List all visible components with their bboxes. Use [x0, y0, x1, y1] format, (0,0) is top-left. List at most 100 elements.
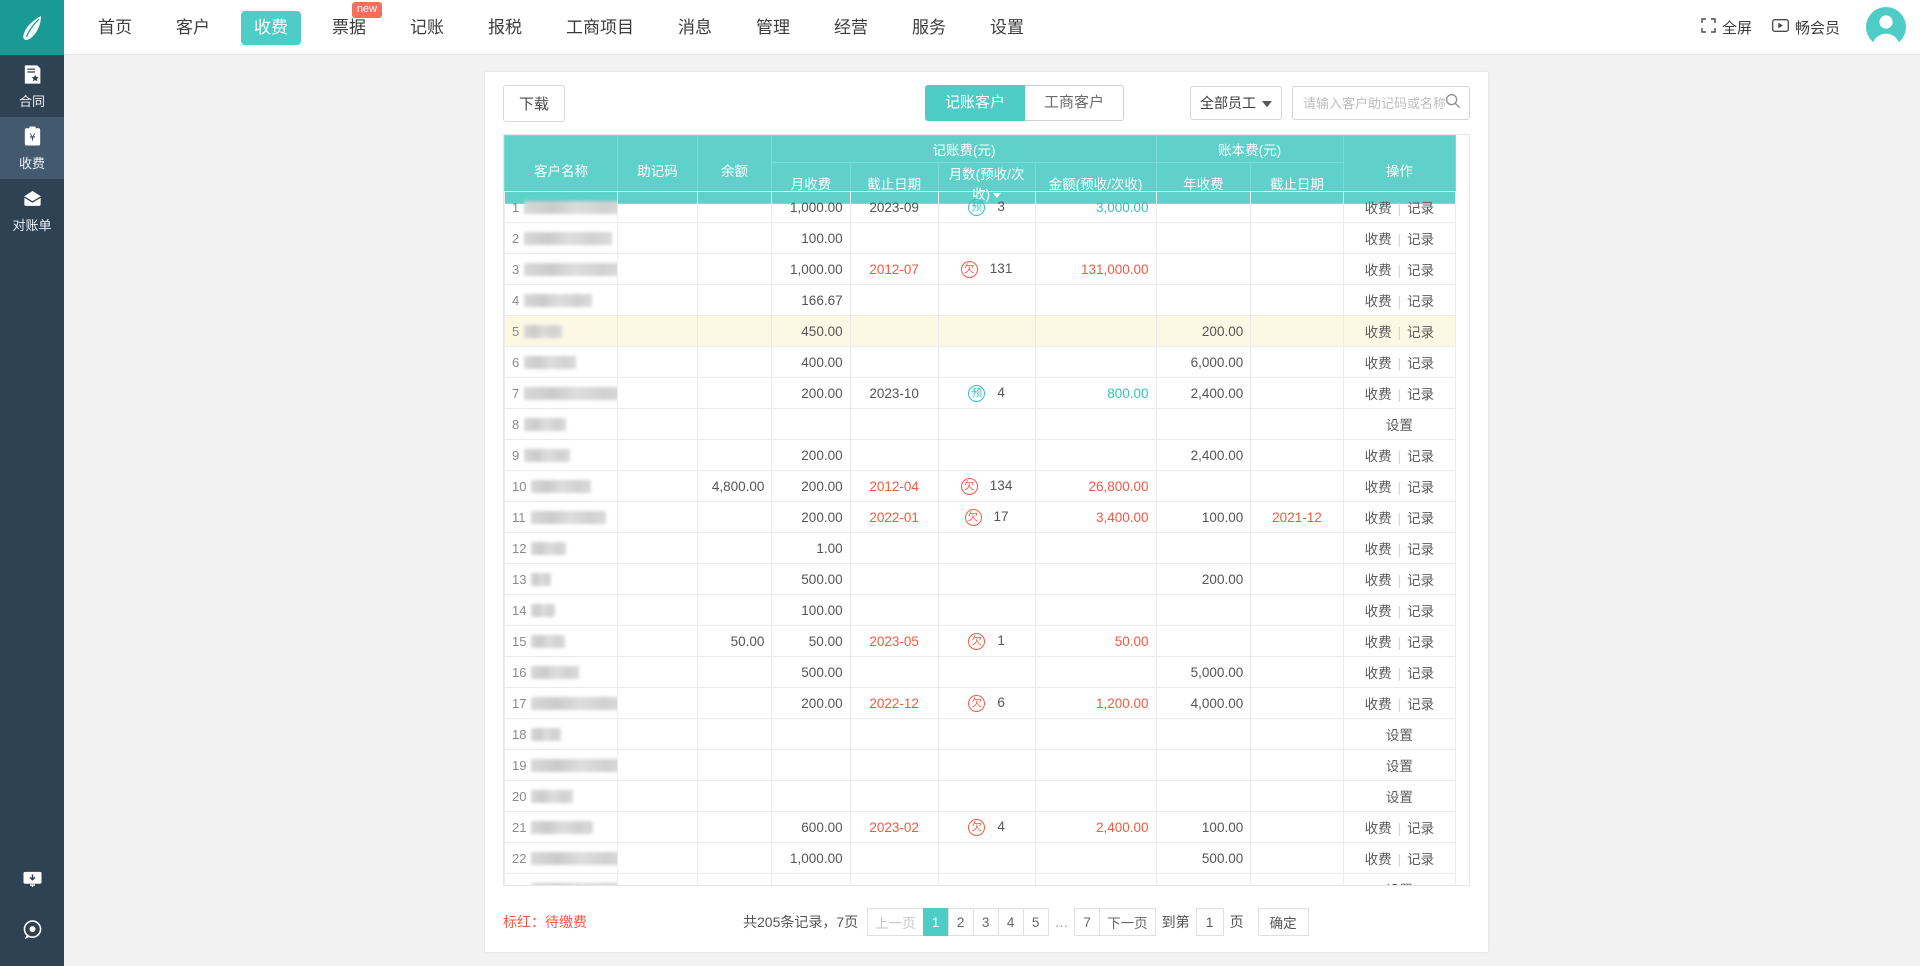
record-link[interactable]: 记录 [1407, 294, 1435, 309]
record-link[interactable]: 记录 [1407, 573, 1435, 588]
setup-link[interactable]: 设置 [1385, 418, 1413, 433]
cell-customer-name[interactable]: 15 [504, 625, 619, 657]
pagination-page-2[interactable]: 2 [947, 908, 974, 936]
pagination-page-1[interactable]: 1 [922, 908, 949, 936]
table-row[interactable]: 23 设置 [504, 873, 1457, 885]
nav-item-home[interactable]: 首页 [85, 11, 145, 45]
charge-link[interactable]: 收费 [1364, 604, 1392, 619]
pagination-page-3[interactable]: 3 [972, 908, 999, 936]
setup-link[interactable]: 设置 [1385, 728, 1413, 743]
confirm-button[interactable]: 确定 [1257, 908, 1309, 936]
table-row[interactable]: 11 200.00 2022-01 欠 17 3,400.00 100.00 2021-12 收… [504, 501, 1457, 533]
search-icon[interactable] [1445, 93, 1461, 114]
table-row[interactable]: 5 450.00 200.00 收费 | 记录 [504, 315, 1457, 347]
search-input[interactable] [1303, 95, 1445, 111]
table-row[interactable]: 4 166.67 收费 | 记录 [504, 284, 1457, 316]
fullscreen-button[interactable]: 全屏 [1701, 17, 1752, 38]
record-link[interactable]: 记录 [1407, 480, 1435, 495]
record-link[interactable]: 记录 [1407, 201, 1435, 216]
pagination-prev[interactable]: 上一页 [867, 908, 924, 936]
table-row[interactable]: 2 100.00 收费 | 记录 [504, 222, 1457, 254]
table-body-scroll[interactable]: 1 1,000.00 2023-09 预 3 3,000.00 收费 | 记录 2 100.00 收费… [504, 191, 1469, 885]
table-row[interactable]: 12 1.00 收费 | 记录 [504, 532, 1457, 564]
record-link[interactable]: 记录 [1407, 635, 1435, 650]
charge-link[interactable]: 收费 [1364, 387, 1392, 402]
cell-customer-name[interactable]: 3 [504, 253, 619, 285]
cell-customer-name[interactable]: 17 [504, 687, 619, 719]
nav-item-fees[interactable]: 收费 [241, 10, 301, 45]
cell-customer-name[interactable]: 22 [504, 842, 619, 874]
setup-link[interactable]: 设置 [1385, 790, 1413, 805]
table-row[interactable]: 10 4,800.00 200.00 2012-04 欠 134 26,800.00 收费 | 记… [504, 470, 1457, 502]
charge-link[interactable]: 收费 [1364, 449, 1392, 464]
record-link[interactable]: 记录 [1407, 263, 1435, 278]
setup-link[interactable]: 设置 [1386, 883, 1413, 885]
setup-link[interactable]: 设置 [1385, 759, 1413, 774]
table-row[interactable]: 3 1,000.00 2012-07 欠 131 131,000.00 收费 | 记录 [504, 253, 1457, 285]
charge-link[interactable]: 收费 [1364, 821, 1392, 836]
table-row[interactable]: 15 50.00 50.00 2023-05 欠 1 50.00 收费 | 记录 [504, 625, 1457, 657]
charge-link[interactable]: 收费 [1364, 697, 1392, 712]
nav-item-business-projects[interactable]: 工商项目 [553, 11, 647, 45]
cell-customer-name[interactable]: 5 [504, 315, 619, 347]
nav-item-operations[interactable]: 经营 [821, 11, 881, 45]
charge-link[interactable]: 收费 [1364, 356, 1392, 371]
table-row[interactable]: 9 200.00 2,400.00 收费 | 记录 [504, 439, 1457, 471]
cell-customer-name[interactable]: 4 [504, 284, 619, 316]
record-link[interactable]: 记录 [1407, 232, 1435, 247]
record-link[interactable]: 记录 [1407, 604, 1435, 619]
record-link[interactable]: 记录 [1407, 356, 1435, 371]
sidebar-item-statement[interactable]: 对账单 [0, 179, 64, 241]
charge-link[interactable]: 收费 [1364, 573, 1392, 588]
charge-link[interactable]: 收费 [1364, 666, 1392, 681]
table-row[interactable]: 8 设置 [504, 408, 1457, 440]
sidebar-item-fees[interactable]: ¥ 收费 [0, 117, 64, 179]
record-link[interactable]: 记录 [1407, 821, 1435, 836]
table-row[interactable]: 21 600.00 2023-02 欠 4 2,400.00 100.00 收费 | 记录 [504, 811, 1457, 843]
table-row[interactable]: 18 设置 [504, 718, 1457, 750]
cell-customer-name[interactable]: 20 [504, 780, 619, 812]
cell-customer-name[interactable]: 12 [504, 532, 619, 564]
member-button[interactable]: 畅会员 [1772, 17, 1840, 38]
table-row[interactable]: 22 1,000.00 500.00 收费 | 记录 [504, 842, 1457, 874]
table-row[interactable]: 20 设置 [504, 780, 1457, 812]
charge-link[interactable]: 收费 [1364, 294, 1392, 309]
cell-customer-name[interactable]: 6 [504, 346, 619, 378]
employee-select[interactable]: 全部员工 [1190, 86, 1282, 120]
cell-customer-name[interactable]: 13 [504, 563, 619, 595]
record-link[interactable]: 记录 [1407, 325, 1435, 340]
support-chat-icon[interactable] [0, 904, 64, 954]
charge-link[interactable]: 收费 [1364, 201, 1392, 216]
record-link[interactable]: 记录 [1407, 542, 1435, 557]
record-link[interactable]: 记录 [1407, 666, 1435, 681]
nav-item-management[interactable]: 管理 [743, 11, 803, 45]
cell-customer-name[interactable]: 11 [504, 501, 619, 533]
pagination-page-4[interactable]: 4 [997, 908, 1024, 936]
cell-customer-name[interactable]: 21 [504, 811, 619, 843]
cell-customer-name[interactable]: 9 [504, 439, 619, 471]
record-link[interactable]: 记录 [1407, 511, 1435, 526]
record-link[interactable]: 记录 [1407, 697, 1435, 712]
app-logo[interactable] [0, 0, 64, 55]
cell-customer-name[interactable]: 18 [504, 718, 619, 750]
table-row[interactable]: 19 设置 [504, 749, 1457, 781]
record-link[interactable]: 记录 [1407, 387, 1435, 402]
cell-customer-name[interactable]: 7 [504, 377, 619, 409]
nav-item-services[interactable]: 服务 [899, 11, 959, 45]
table-row[interactable]: 1 1,000.00 2023-09 预 3 3,000.00 收费 | 记录 [504, 191, 1457, 223]
charge-link[interactable]: 收费 [1364, 263, 1392, 278]
nav-item-customer[interactable]: 客户 [163, 11, 223, 45]
pagination-page-5[interactable]: 5 [1022, 908, 1049, 936]
cell-customer-name[interactable]: 23 [504, 873, 619, 885]
user-avatar[interactable] [1866, 7, 1906, 47]
table-row[interactable]: 17 200.00 2022-12 欠 6 1,200.00 4,000.00 收费 | 记录 [504, 687, 1457, 719]
nav-item-messages[interactable]: 消息 [665, 11, 725, 45]
search-box[interactable] [1292, 86, 1470, 120]
cell-customer-name[interactable]: 16 [504, 656, 619, 688]
cell-customer-name[interactable]: 10 [504, 470, 619, 502]
table-row[interactable]: 13 500.00 200.00 收费 | 记录 [504, 563, 1457, 595]
goto-page-input[interactable] [1195, 908, 1224, 936]
charge-link[interactable]: 收费 [1364, 511, 1392, 526]
pagination-next[interactable]: 下一页 [1099, 908, 1156, 936]
record-link[interactable]: 记录 [1407, 852, 1435, 867]
